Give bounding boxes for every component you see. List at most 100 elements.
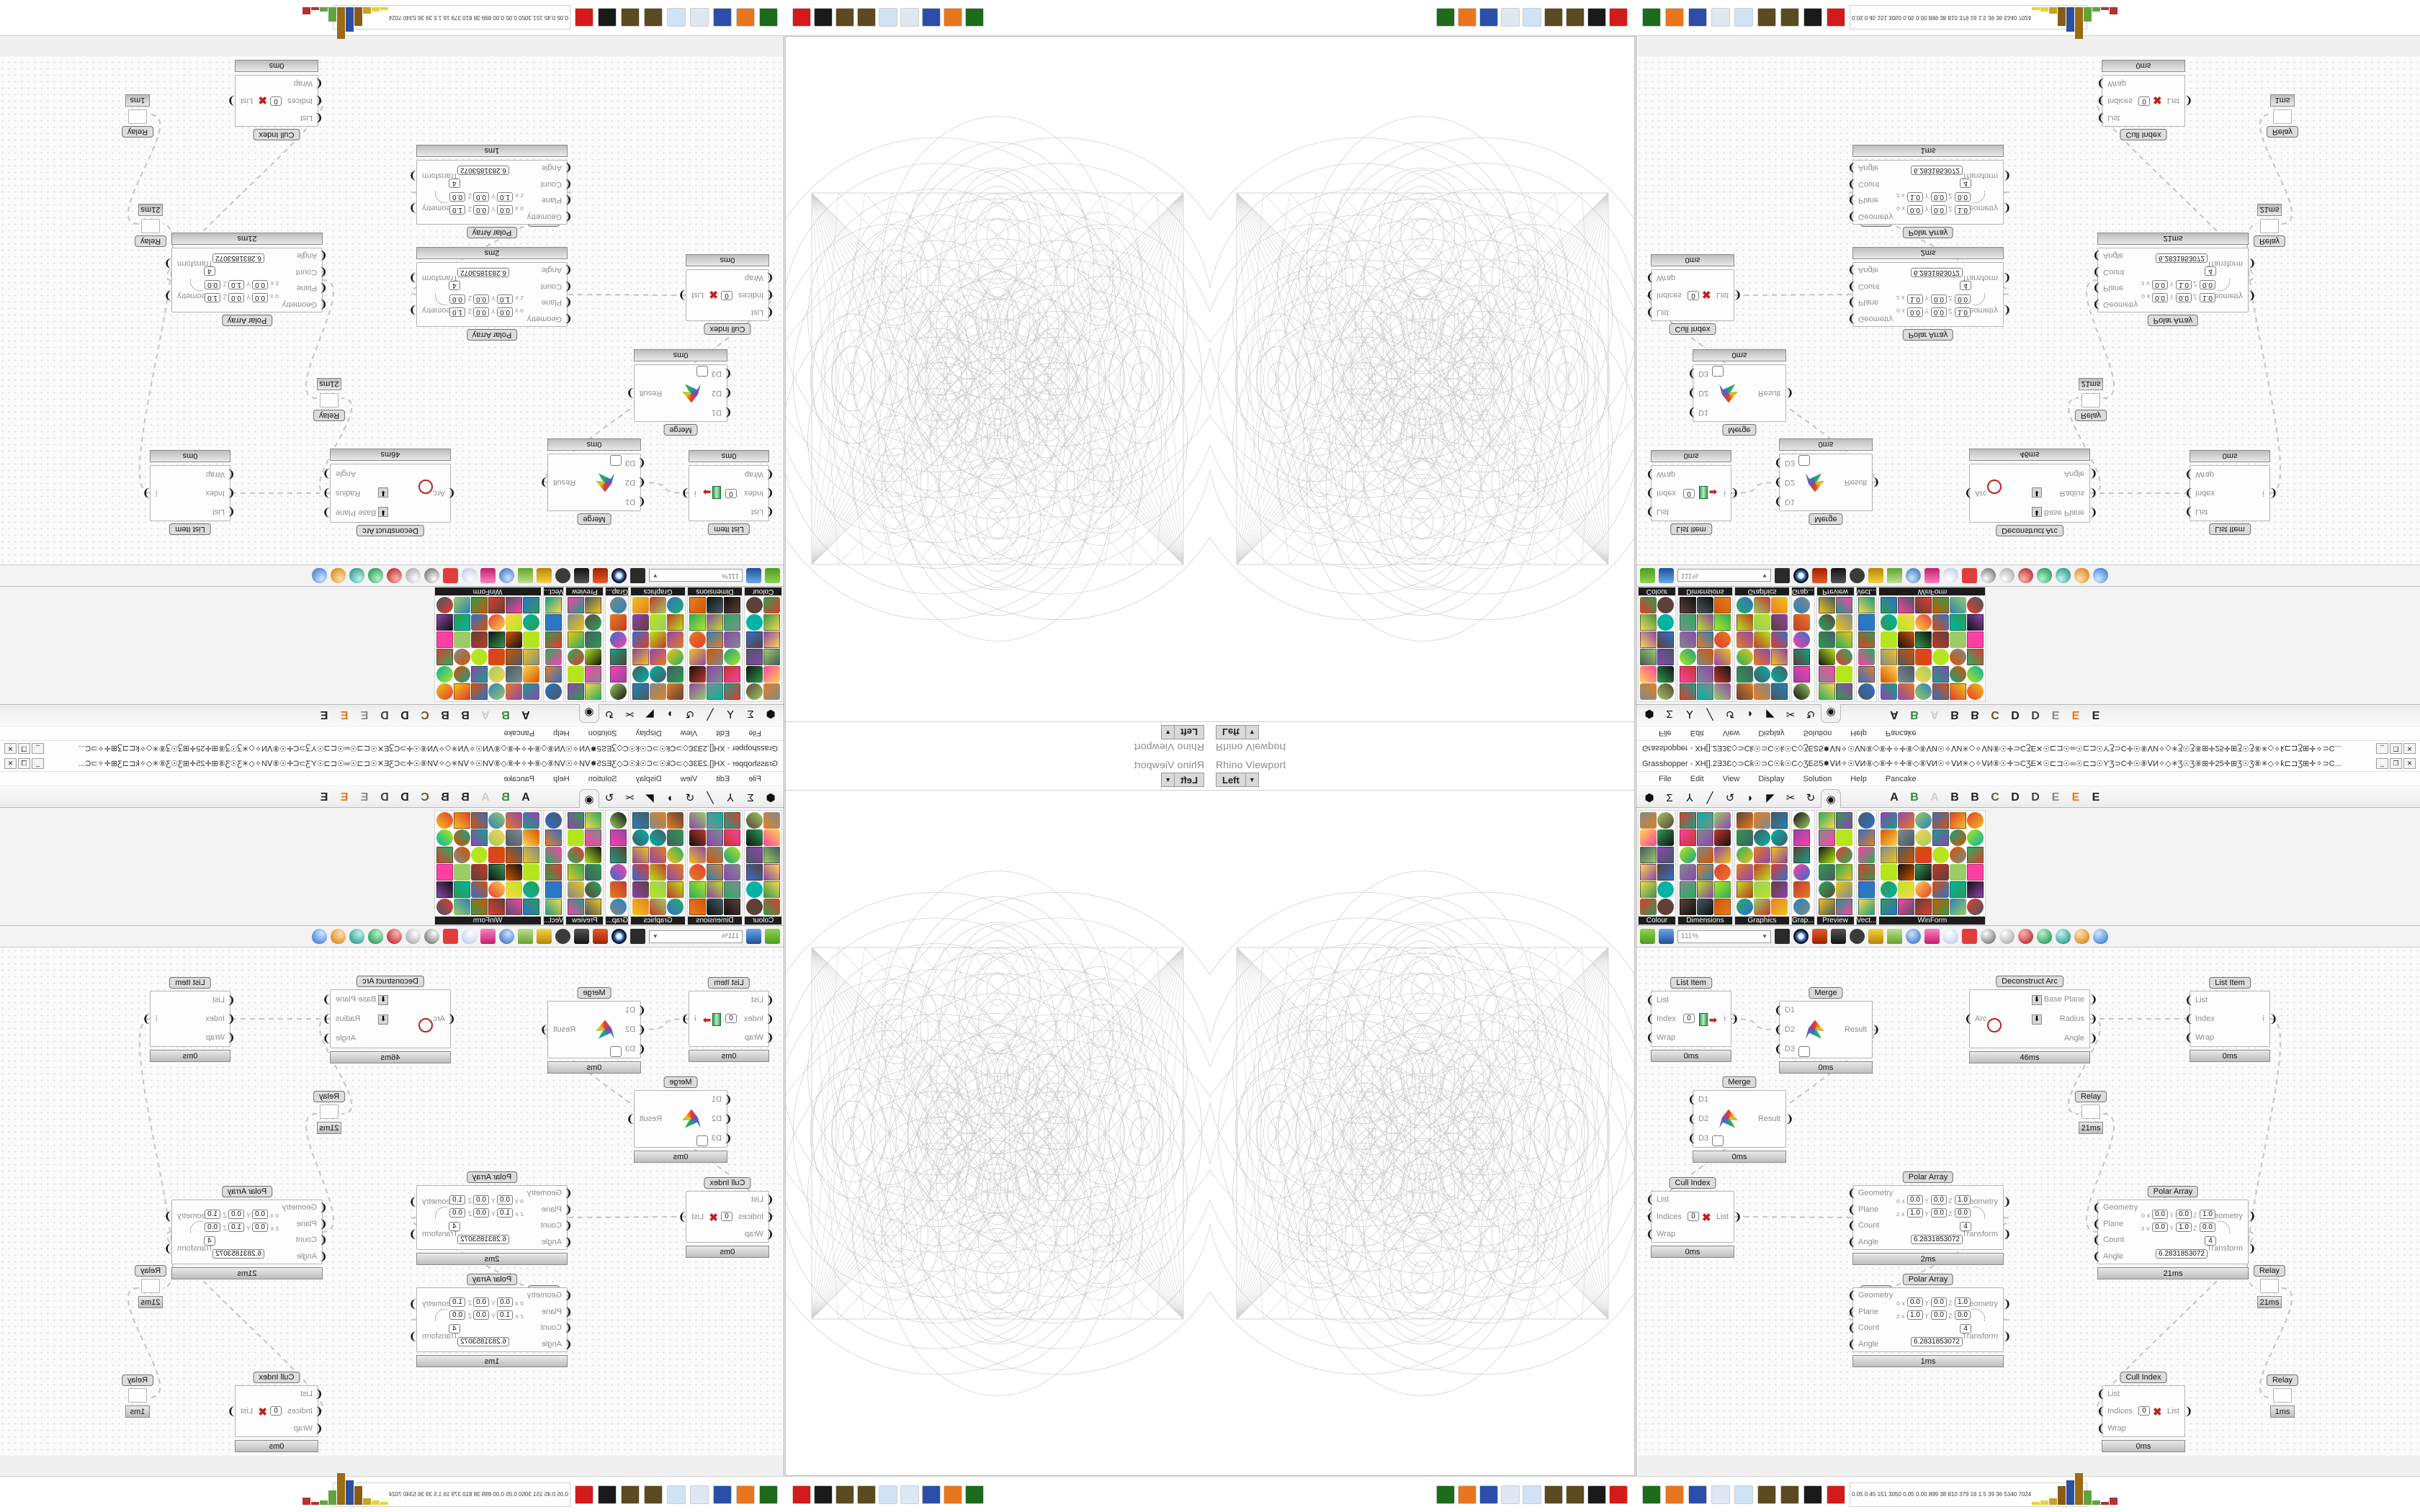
output-nub[interactable]: ❩ <box>2089 1013 2098 1025</box>
component-ribbon[interactable]: Colour Dimensions Graphics Grap... Preview Ve… <box>1636 808 2420 926</box>
input-nub[interactable]: ❨ <box>1646 1194 1655 1206</box>
grasshopper-icon[interactable] <box>598 8 617 27</box>
component-icon[interactable] <box>453 614 470 631</box>
output-nub[interactable]: ❩ <box>626 1113 635 1125</box>
menu-item-edit[interactable]: Edit <box>716 774 730 783</box>
component-icon[interactable] <box>1857 864 1875 881</box>
gh-component[interactable]: Relay 21ms <box>2253 1265 2286 1308</box>
component-body[interactable]: Geometry ❨ Plane ❨ Count ❨ Angle ❨ Geometry ❩ Tran… <box>1847 160 2012 225</box>
output-port[interactable]: Result <box>553 478 576 487</box>
zoom-extents-icon[interactable] <box>630 929 645 944</box>
component-icon[interactable] <box>1736 597 1753 613</box>
component-icon[interactable] <box>470 649 488 665</box>
input-port[interactable]: Plane <box>2103 284 2124 293</box>
input-port[interactable]: D1 <box>624 497 635 506</box>
gh-component[interactable]: Merge D1 ❨ D2 ❨ D3 ❨ Result ❩ 0ms <box>539 987 646 1074</box>
input-nub[interactable]: ❨ <box>447 487 456 499</box>
terminal-icon[interactable] <box>1642 1485 1661 1504</box>
gh-component[interactable]: Relay 21ms <box>2253 204 2286 247</box>
input-port[interactable]: Wrap <box>2195 1033 2215 1042</box>
output-port[interactable]: i <box>1724 489 1726 498</box>
output-nub[interactable]: ❩ <box>2247 257 2257 270</box>
menu-item-file[interactable]: File <box>748 774 761 783</box>
plane-zx-value[interactable]: 1.0 <box>497 294 513 304</box>
input-nub[interactable]: ❨ <box>563 1290 573 1302</box>
component-icon[interactable] <box>689 812 706 829</box>
component-body[interactable]: Arc ❨ Base Plane ❩ Radius ❩ Angle ❩ ⬇ ⬇ <box>322 989 456 1048</box>
plane-zz-value[interactable]: 0.0 <box>1955 192 1971 202</box>
d3-empty-value[interactable] <box>696 365 708 377</box>
d3-empty-value[interactable] <box>610 1046 622 1058</box>
component-icon[interactable] <box>1881 631 1898 648</box>
gh-component[interactable]: Cull Index List ❨ Indices ❨ Wrap ❨ List ❩ 0 ✖ 0ms <box>2097 60 2193 140</box>
plugin-tab-2[interactable]: A <box>481 708 490 721</box>
input-port[interactable]: D2 <box>1785 478 1796 487</box>
input-port[interactable]: Wrap <box>744 470 763 479</box>
input-nub[interactable]: ❨ <box>2184 487 2194 499</box>
input-port[interactable]: Plane <box>1858 298 1879 307</box>
flatten-icon[interactable]: ⬇ <box>2032 994 2042 1005</box>
component-icon[interactable] <box>1881 649 1898 665</box>
component-icon[interactable] <box>1793 666 1810 683</box>
component-icon[interactable] <box>1640 649 1657 665</box>
plane-ox-value[interactable]: 0.0 <box>497 1297 513 1307</box>
component-icon[interactable] <box>1680 666 1696 683</box>
notepad-icon[interactable] <box>1734 8 1753 27</box>
input-nub[interactable]: ❨ <box>318 1234 328 1247</box>
component-icon[interactable] <box>632 881 649 898</box>
input-port[interactable]: Count <box>295 1236 317 1245</box>
input-port[interactable]: Wrap <box>1657 470 1676 479</box>
plugin-tab-4[interactable]: B <box>441 791 449 804</box>
preview-green-icon[interactable] <box>368 568 383 583</box>
input-port[interactable]: Wrap <box>205 1033 225 1042</box>
component-icon[interactable] <box>746 649 763 665</box>
text-editor-icon[interactable] <box>1711 1485 1730 1504</box>
component-body[interactable]: List ❨ Index ❨ Wrap ❨ i ❩ 0 ➡ <box>681 991 774 1047</box>
component-icon[interactable] <box>1657 847 1674 863</box>
maths-icon[interactable]: Σ <box>747 791 754 804</box>
flatten-icon[interactable]: ⬇ <box>2032 1014 2042 1025</box>
input-nub[interactable]: ❨ <box>2097 1388 2106 1400</box>
ribbon-group-colour[interactable]: Colour <box>1638 587 1676 702</box>
input-nub[interactable]: ❨ <box>1688 405 1697 418</box>
plane-oy-value[interactable]: 0.0 <box>473 307 489 317</box>
input-nub[interactable]: ❨ <box>563 177 573 190</box>
input-nub[interactable]: ❨ <box>637 495 646 508</box>
component-name-capsule[interactable]: Polar Array <box>2147 1186 2199 1197</box>
firefox-icon[interactable] <box>1458 1485 1476 1504</box>
component-icon[interactable] <box>746 597 763 613</box>
input-nub[interactable]: ❨ <box>2097 77 2106 89</box>
output-nub[interactable]: ❩ <box>2247 1210 2257 1223</box>
display-icon[interactable]: ◉ <box>1821 704 1841 723</box>
input-port[interactable]: List <box>750 308 763 317</box>
input-nub[interactable]: ❨ <box>1847 1187 1857 1200</box>
notepad-icon[interactable] <box>879 8 897 27</box>
output-port[interactable]: Radius <box>336 1014 361 1023</box>
notepad-icon[interactable] <box>667 8 686 27</box>
save-icon[interactable] <box>1688 1485 1707 1504</box>
component-icon[interactable] <box>1793 631 1810 648</box>
d3-empty-value[interactable] <box>1798 454 1810 466</box>
input-nub[interactable]: ❨ <box>765 271 774 284</box>
count-value[interactable]: 4 <box>1960 179 1971 188</box>
component-body[interactable]: Geometry ❨ Plane ❨ Count ❨ Angle ❨ Geometry ❩ Tran… <box>2092 248 2257 312</box>
output-port[interactable]: List <box>1716 291 1729 300</box>
component-icon[interactable] <box>1932 864 1950 881</box>
input-nub[interactable]: ❨ <box>2097 94 2106 107</box>
plane-zz-value[interactable]: 0.0 <box>1955 294 1971 304</box>
plugin-tab-10[interactable]: E <box>2092 791 2100 804</box>
component-icon[interactable] <box>568 666 585 683</box>
component-icon[interactable] <box>650 666 666 683</box>
menu-item-solution[interactable]: Solution <box>588 729 617 738</box>
component-icon[interactable] <box>610 631 627 648</box>
gh-component[interactable]: Cull Index List ❨ Indices ❨ Wrap ❨ List ❩ 0 ✖ 0ms <box>1646 1177 1742 1258</box>
output-port[interactable]: Result <box>1757 389 1780 397</box>
bulb-icon[interactable] <box>462 929 477 944</box>
input-nub[interactable]: ❨ <box>563 312 573 325</box>
save-file-icon[interactable] <box>1659 929 1674 944</box>
component-icon[interactable] <box>1736 864 1753 881</box>
blender-icon[interactable] <box>1780 1485 1799 1504</box>
indices-value[interactable]: 0 <box>1688 1212 1699 1221</box>
gh-component[interactable]: Relay 21ms <box>2074 378 2107 421</box>
